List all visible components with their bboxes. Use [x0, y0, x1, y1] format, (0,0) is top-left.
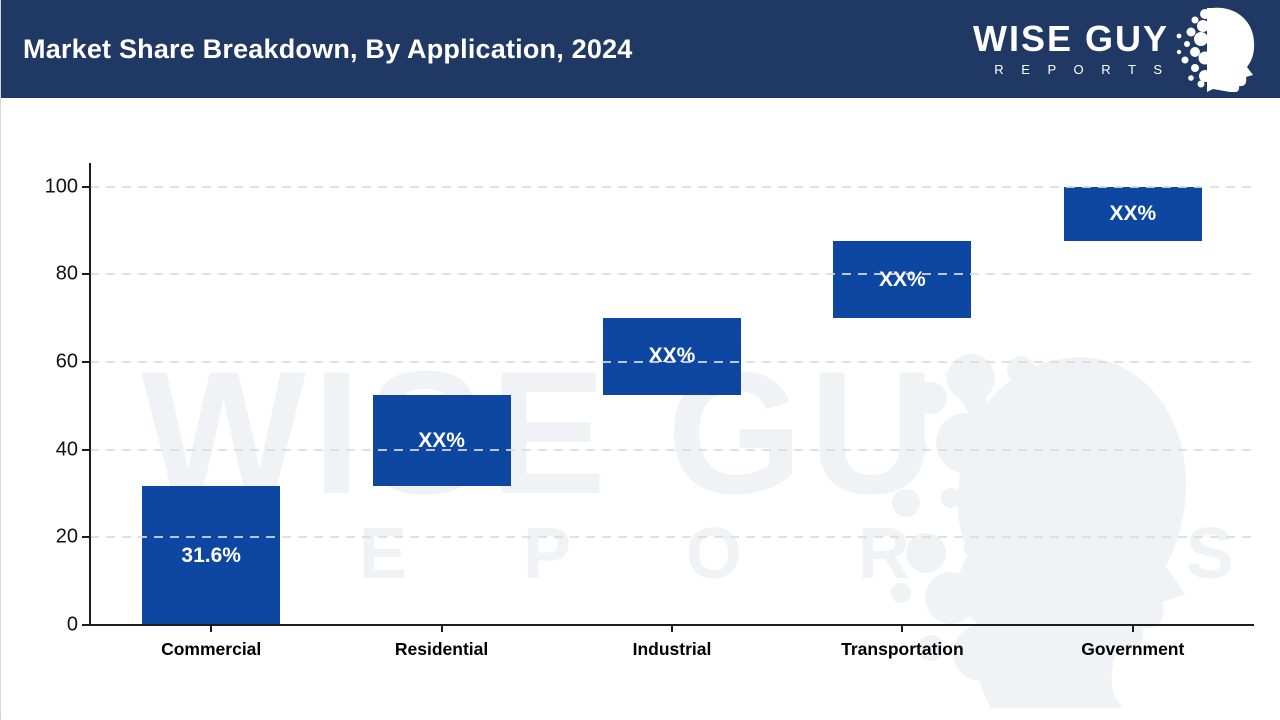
bar-value-label: XX% — [418, 428, 465, 452]
x-tick-mark — [440, 625, 443, 632]
y-tick-label: 60 — [55, 350, 78, 373]
chart-title: Market Share Breakdown, By Application, … — [23, 33, 633, 64]
y-tick-mark — [82, 273, 90, 276]
y-tick-mark — [82, 185, 90, 188]
x-tick-mark — [901, 625, 904, 632]
chart-header: Market Share Breakdown, By Application, … — [1, 0, 1280, 98]
logo-face-icon — [1176, 7, 1255, 92]
bar-value-label: XX% — [648, 344, 696, 368]
gridline — [90, 536, 1258, 539]
y-tick-mark — [82, 360, 90, 363]
x-category-label: Government — [1081, 639, 1185, 659]
logo-subtitle: R E P O R T S — [994, 62, 1169, 77]
y-tick-label: 0 — [66, 613, 78, 636]
watermark-face-icon — [891, 354, 1187, 708]
x-category-label: Industrial — [632, 639, 712, 659]
y-tick-mark — [82, 448, 90, 451]
gridline — [90, 185, 1258, 188]
gridline — [90, 273, 1258, 276]
y-tick-mark — [82, 536, 90, 539]
x-tick-mark — [1131, 625, 1134, 632]
x-category-label: Transportation — [841, 639, 964, 659]
x-tick-mark — [671, 625, 673, 632]
bar: XX% — [1063, 186, 1202, 242]
y-axis-line — [89, 163, 91, 626]
y-tick-label: 100 — [44, 175, 78, 197]
logo-text: WISE GUY R E P O R T S — [972, 18, 1169, 78]
y-tick-mark — [82, 624, 90, 626]
chart-plot-region: WISE GUY R E P O R T S 0 20 40 60 80 100 31.6%… — [1, 98, 1280, 720]
gridline — [90, 360, 1258, 363]
bar-value-label: XX% — [1109, 201, 1157, 225]
bar-value-label: XX% — [879, 267, 926, 291]
gridline — [90, 448, 1258, 451]
x-tick-mark — [210, 625, 213, 632]
x-category-label: Commercial — [161, 639, 262, 659]
bar-value-label: 31.6% — [181, 543, 241, 567]
wise-guy-reports-logo: WISE GUY R E P O R T S — [973, 6, 1257, 92]
y-tick-label: 20 — [55, 525, 78, 548]
bar: XX% — [372, 394, 511, 487]
bar: XX% — [833, 241, 972, 319]
bar: 31.6% — [142, 486, 281, 625]
y-tick-label: 80 — [55, 262, 78, 285]
bar: XX% — [603, 318, 741, 395]
logo-wordmark: WISE GUY — [972, 18, 1169, 59]
x-category-label: Residential — [394, 639, 489, 659]
y-tick-label: 40 — [55, 438, 78, 461]
